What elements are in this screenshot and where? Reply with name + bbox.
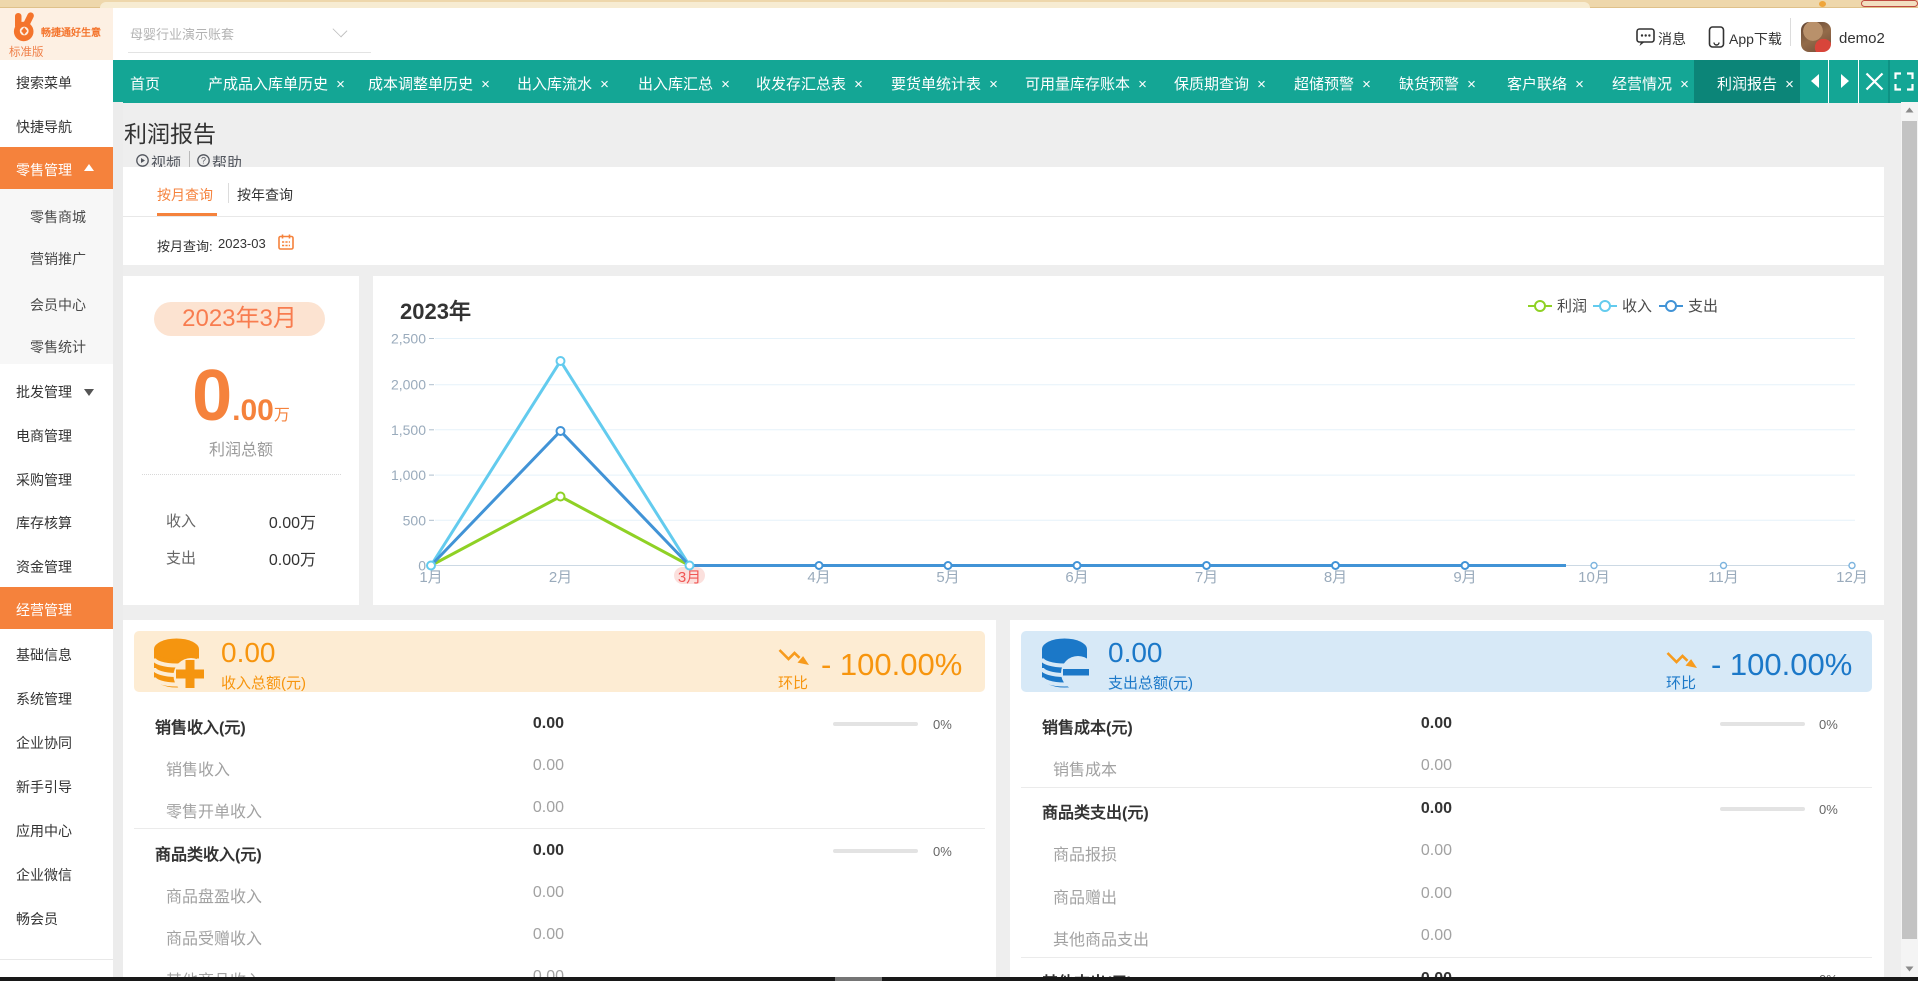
svg-text:收入: 收入 — [1622, 298, 1652, 315]
svg-text:标准版: 标准版 — [9, 45, 44, 59]
svg-text:8月: 8月 — [1324, 569, 1347, 586]
svg-text:支出: 支出 — [1688, 298, 1718, 315]
svg-text:10月: 10月 — [1578, 569, 1610, 586]
svg-text:11月: 11月 — [1708, 569, 1739, 586]
svg-text:12月: 12月 — [1836, 569, 1868, 586]
svg-text:1,000: 1,000 — [391, 467, 426, 483]
svg-text:9月: 9月 — [1453, 569, 1476, 586]
svg-text:2,000: 2,000 — [391, 377, 426, 393]
svg-text:500: 500 — [403, 512, 427, 528]
svg-text:?: ? — [201, 156, 206, 166]
svg-text:1月: 1月 — [419, 569, 442, 586]
svg-text:1,500: 1,500 — [391, 422, 426, 438]
svg-text:2月: 2月 — [549, 569, 572, 586]
svg-text:6月: 6月 — [1065, 569, 1088, 586]
svg-text:3月: 3月 — [678, 569, 701, 586]
svg-text:4月: 4月 — [807, 569, 830, 586]
svg-text:2,500: 2,500 — [391, 331, 426, 347]
svg-text:7月: 7月 — [1195, 569, 1218, 586]
svg-text:0: 0 — [418, 558, 426, 574]
svg-text:5月: 5月 — [936, 569, 959, 586]
svg-text:畅捷通好生意: 畅捷通好生意 — [41, 26, 101, 39]
svg-text:利润: 利润 — [1557, 298, 1587, 315]
